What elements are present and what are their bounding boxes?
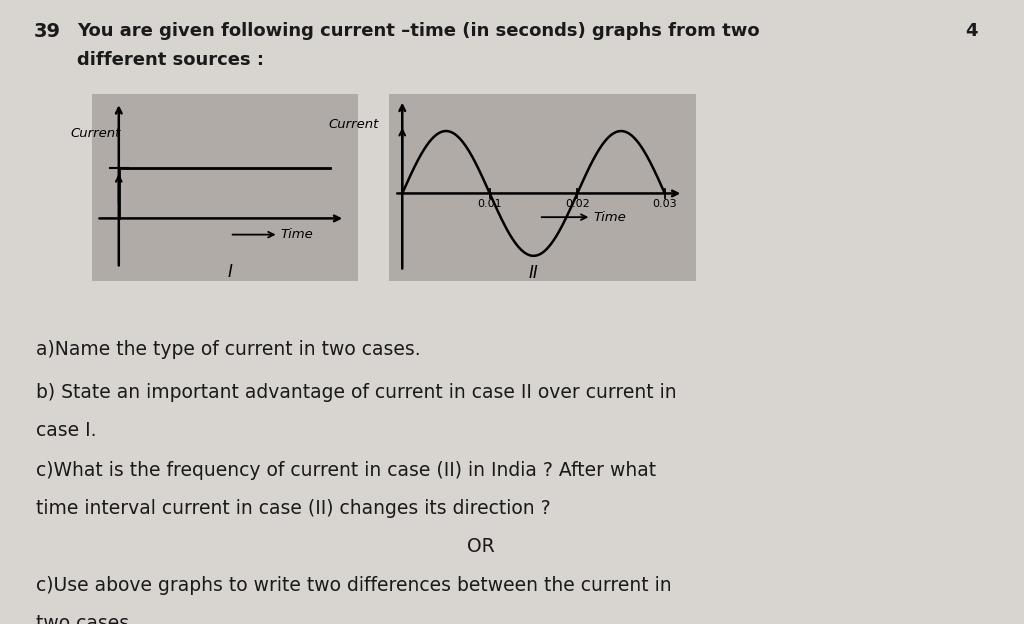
Text: Time: Time — [594, 211, 627, 223]
Text: OR: OR — [467, 537, 496, 557]
Text: I: I — [227, 263, 232, 281]
Text: Current: Current — [70, 127, 121, 140]
Text: a)Name the type of current in two cases.: a)Name the type of current in two cases. — [36, 340, 421, 359]
Text: 39: 39 — [34, 22, 60, 41]
Text: 4: 4 — [966, 22, 978, 40]
Text: 0.03: 0.03 — [652, 199, 677, 209]
Text: 0.02: 0.02 — [565, 199, 590, 209]
Text: c)Use above graphs to write two differences between the current in: c)Use above graphs to write two differen… — [36, 575, 672, 595]
Text: 0.01: 0.01 — [477, 199, 502, 209]
Text: different sources :: different sources : — [77, 51, 264, 69]
Text: case I.: case I. — [36, 421, 96, 440]
Text: two cases.: two cases. — [36, 614, 135, 624]
Text: Time: Time — [281, 228, 313, 241]
Text: b) State an important advantage of current in case II over current in: b) State an important advantage of curre… — [36, 383, 677, 401]
Text: time interval current in case (II) changes its direction ?: time interval current in case (II) chang… — [36, 499, 551, 518]
Text: c)What is the frequency of current in case (II) in India ? After what: c)What is the frequency of current in ca… — [36, 461, 656, 480]
Text: You are given following current –time (in seconds) graphs from two: You are given following current –time (i… — [77, 22, 760, 40]
Text: II: II — [528, 264, 539, 281]
Text: Current: Current — [329, 119, 379, 131]
